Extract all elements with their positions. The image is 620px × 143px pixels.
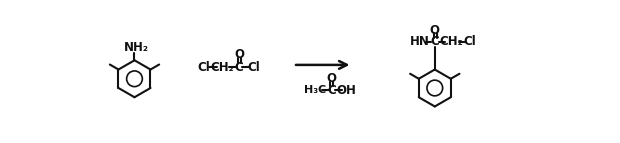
Text: C: C <box>235 61 244 74</box>
Text: H₃C: H₃C <box>304 85 327 95</box>
Text: O: O <box>327 72 337 85</box>
Text: HN: HN <box>409 35 429 48</box>
Text: C: C <box>430 35 439 48</box>
Text: NH₂: NH₂ <box>124 41 149 54</box>
Text: OH: OH <box>336 84 356 97</box>
Text: CH₂: CH₂ <box>210 61 234 74</box>
Text: Cl: Cl <box>464 35 477 48</box>
Text: Cl: Cl <box>247 61 260 74</box>
Text: CH₂: CH₂ <box>440 35 464 48</box>
Text: O: O <box>430 24 440 37</box>
Text: C: C <box>327 84 336 97</box>
Text: Cl: Cl <box>197 61 210 74</box>
Text: O: O <box>234 48 244 61</box>
